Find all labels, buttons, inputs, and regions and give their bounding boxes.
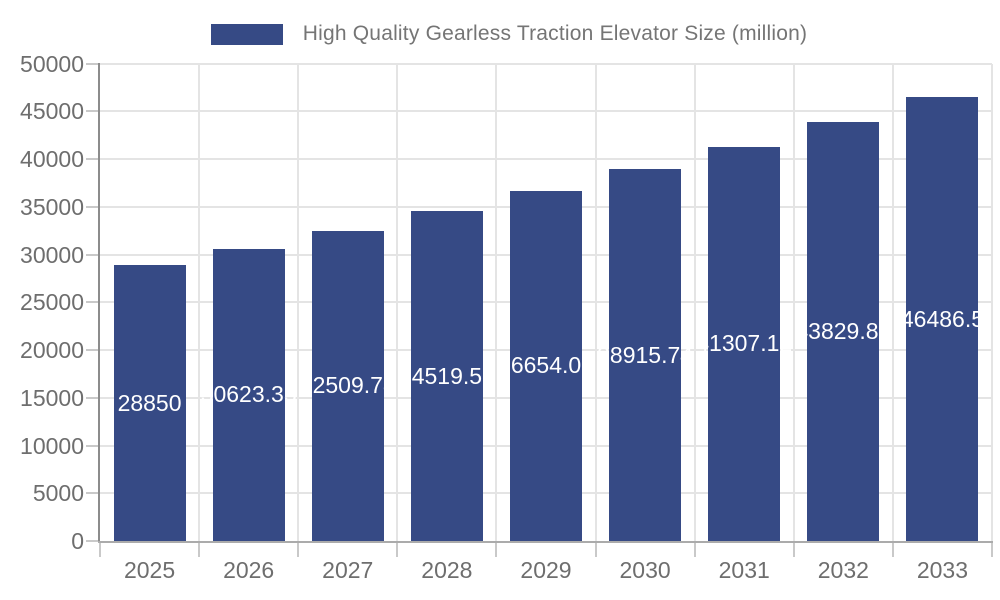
x-tick-label: 2028 — [421, 557, 473, 583]
y-axis-tick — [86, 205, 100, 208]
y-tick-label: 25000 — [20, 289, 84, 316]
y-tick-label: 0 — [71, 528, 84, 554]
x-gridline — [297, 63, 300, 541]
x-axis-tick — [594, 543, 597, 557]
x-gridline — [594, 63, 597, 541]
bar-value-label: 36654.02 — [498, 352, 594, 379]
y-axis-tick — [86, 396, 100, 399]
x-axis-tick — [396, 543, 399, 557]
x-axis-tick — [792, 543, 795, 557]
bar[interactable] — [113, 265, 186, 541]
x-gridline — [396, 63, 399, 541]
bar[interactable] — [807, 122, 880, 541]
bar[interactable] — [510, 190, 582, 541]
legend-label: High Quality Gearless Traction Elevator … — [302, 22, 808, 45]
x-tick-label: 2025 — [123, 557, 176, 583]
x-gridline — [991, 63, 993, 541]
x-axis-tick — [297, 543, 300, 557]
y-axis-tick — [86, 301, 100, 304]
legend[interactable]: High Quality Gearless Traction Elevator … — [9, 22, 1000, 46]
x-tick-label: 2033 — [916, 557, 969, 583]
y-gridline — [100, 110, 992, 113]
bar-value-label: 30623.33 — [200, 381, 297, 408]
y-tick-label: 40000 — [20, 146, 84, 172]
y-axis-line — [98, 62, 100, 542]
bar[interactable] — [708, 146, 781, 541]
x-gridline — [495, 63, 498, 541]
bar[interactable] — [906, 97, 979, 541]
x-tick-label: 2032 — [817, 557, 869, 583]
y-tick-label: 30000 — [20, 241, 84, 268]
y-axis-tick — [86, 444, 100, 447]
y-axis-tick — [86, 62, 100, 65]
x-tick-label: 2030 — [619, 557, 671, 583]
x-tick-label: 2026 — [223, 557, 275, 583]
x-axis-tick — [991, 543, 993, 557]
x-axis-tick — [495, 543, 498, 557]
y-axis-tick — [86, 349, 100, 351]
y-tick-label: 10000 — [20, 432, 84, 459]
bar-value-label: 38915.74 — [597, 341, 694, 368]
bar-value-label: 32509.78 — [299, 372, 396, 399]
x-gridline — [198, 63, 201, 541]
bar-value-label: 34519.55 — [398, 362, 495, 389]
bar-value-label: 41307.12 — [696, 330, 793, 357]
legend-swatch-icon — [210, 23, 283, 45]
x-axis-tick — [198, 543, 201, 557]
y-axis-tick — [86, 492, 100, 495]
bar[interactable] — [311, 230, 384, 541]
y-gridline — [100, 158, 992, 160]
x-axis-tick — [693, 543, 696, 557]
x-tick-label: 2031 — [718, 557, 770, 583]
y-axis-tick — [86, 540, 100, 542]
y-axis-tick — [86, 158, 100, 160]
bar-value-label: 43829.87 — [795, 318, 892, 345]
y-axis-tick — [86, 253, 100, 256]
x-axis-tick — [891, 543, 894, 557]
y-tick-label: 15000 — [20, 384, 84, 411]
bar-value-label: 28850 — [117, 389, 182, 416]
y-tick-label: 45000 — [20, 98, 84, 125]
x-tick-label: 2027 — [322, 557, 374, 583]
bar[interactable] — [212, 248, 285, 541]
x-gridline — [792, 63, 795, 541]
x-axis-tick — [99, 543, 101, 557]
x-tick-label: 2029 — [520, 557, 572, 583]
x-axis-line — [98, 541, 993, 543]
bar-value-label: 46486.5 — [900, 305, 985, 332]
x-gridline — [693, 63, 696, 541]
bar[interactable] — [609, 169, 682, 541]
x-gridline — [891, 63, 894, 541]
y-tick-label: 20000 — [20, 337, 84, 363]
y-tick-label: 35000 — [20, 193, 84, 220]
y-gridline — [100, 62, 992, 65]
y-axis-tick — [86, 110, 100, 113]
bar[interactable] — [410, 211, 483, 541]
y-tick-label: 50000 — [20, 50, 84, 77]
y-tick-label: 5000 — [32, 480, 84, 507]
